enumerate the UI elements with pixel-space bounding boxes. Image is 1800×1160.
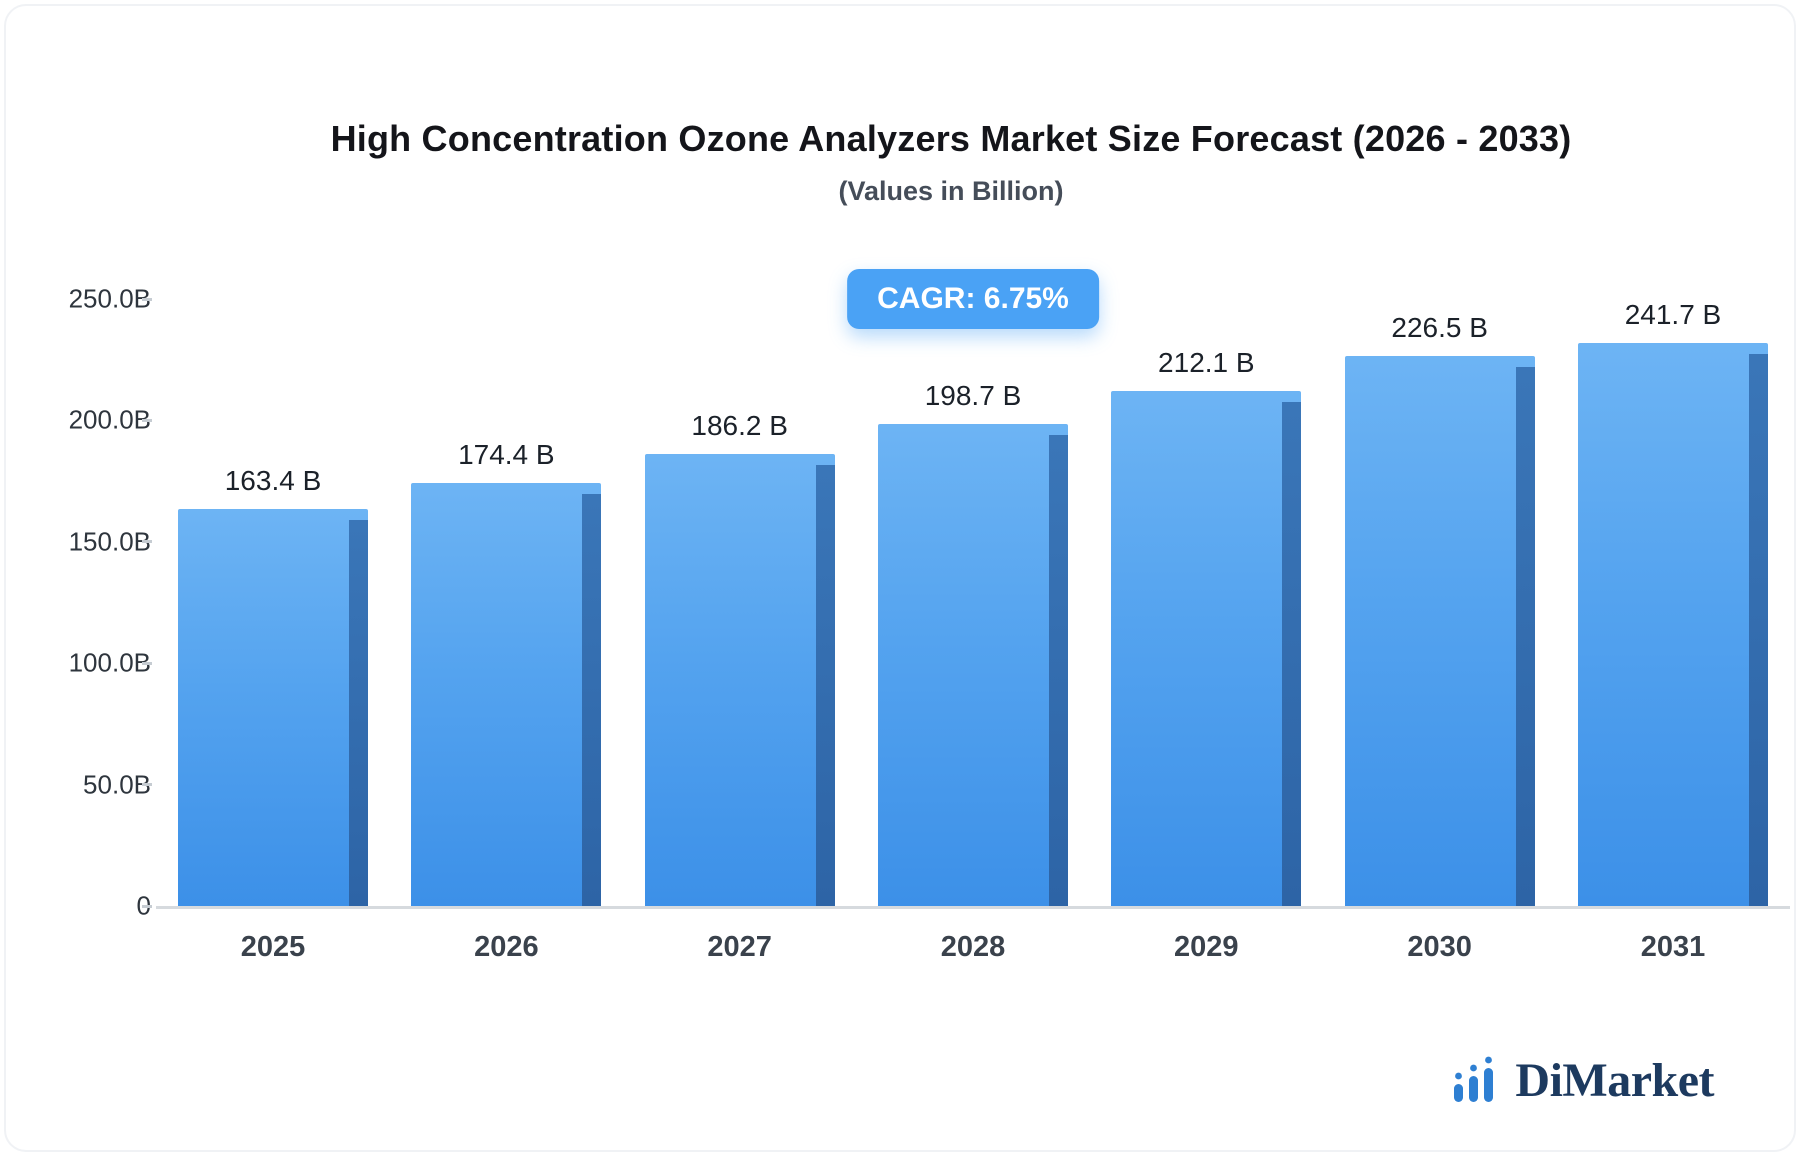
bar-value-label: 241.7 B xyxy=(1624,299,1722,330)
y-tick-mark xyxy=(142,418,152,422)
x-axis-label: 2031 xyxy=(1640,931,1706,963)
y-tick-label: 100.0B xyxy=(68,647,151,678)
bar-value-label: 174.4 B xyxy=(458,438,555,470)
chart-title: High Concentration Ozone Analyzers Marke… xyxy=(330,118,1572,159)
chart-heading: High Concentration Ozone Analyzers Marke… xyxy=(96,118,1800,207)
y-tick-label: 50.0B xyxy=(83,769,151,800)
x-axis-label: 2027 xyxy=(707,931,772,963)
bar-value-label: 226.5 B xyxy=(1391,312,1488,344)
bar-2025 xyxy=(178,509,368,906)
bar-group-2031: 241.7 B 2031 xyxy=(1577,299,1768,963)
logo-text: DiMarket xyxy=(1515,1054,1714,1107)
bar-group-2026: 174.4 B 2026 xyxy=(411,299,602,963)
bar-2028 xyxy=(877,423,1068,907)
y-tick-mark xyxy=(142,904,152,908)
logo-bar-chart-icon xyxy=(1454,1056,1494,1102)
y-tick-label: 200.0B xyxy=(68,404,151,435)
chart-card: High Concentration Ozone Analyzers Marke… xyxy=(4,4,1796,1152)
cagr-badge: CAGR: 6.75% xyxy=(847,269,1099,329)
x-axis-label: 2025 xyxy=(240,931,306,963)
bar-group-2030: 226.5 B 2030 xyxy=(1344,299,1535,963)
bar-group-2027: 186.2 B 2027 xyxy=(644,299,835,963)
y-tick-mark xyxy=(142,661,152,665)
x-axis-label: 2029 xyxy=(1174,931,1239,963)
y-tick-label: 150.0B xyxy=(68,526,151,557)
bar-2029 xyxy=(1111,391,1302,906)
y-tick-mark xyxy=(142,540,152,544)
y-tick-mark xyxy=(142,783,152,787)
plot-area: CAGR: 6.75% 163.4 B 2025 174.4 B 2026 186.2 … xyxy=(142,269,1790,963)
x-axis-label: 2030 xyxy=(1407,931,1472,963)
bar-group-2029: 212.1 B 2029 xyxy=(1111,299,1302,963)
chart-subtitle: (Values in Billion) xyxy=(838,176,1064,206)
x-axis-label: 2028 xyxy=(940,931,1006,963)
cagr-badge-label: CAGR: 6.75% xyxy=(877,282,1069,315)
bar-value-label: 163.4 B xyxy=(224,465,322,497)
bar-group-2028: 198.7 B 2028 xyxy=(877,299,1068,963)
bar-2027 xyxy=(644,453,835,907)
y-tick-mark xyxy=(142,297,152,301)
logo: DiMarket xyxy=(1448,1053,1714,1108)
bar-value-label: 186.2 B xyxy=(691,409,788,441)
bar-2026 xyxy=(411,482,602,907)
bar-value-label: 212.1 B xyxy=(1158,347,1255,379)
bar-2030 xyxy=(1344,356,1535,906)
y-tick-label: 250.0B xyxy=(68,283,151,314)
x-axis-label: 2026 xyxy=(474,931,539,963)
bar-value-label: 198.7 B xyxy=(924,379,1022,411)
bar-2031 xyxy=(1577,343,1768,906)
bar-group-2025: 163.4 B 2025 xyxy=(178,299,368,963)
